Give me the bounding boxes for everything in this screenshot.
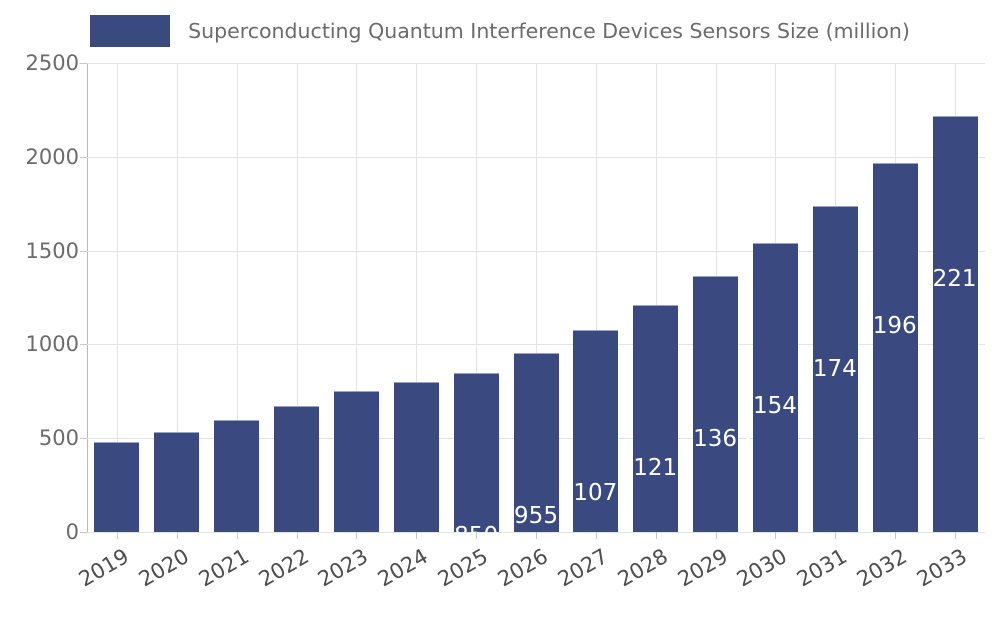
bar[interactable]: [872, 163, 918, 532]
bar[interactable]: [693, 275, 739, 532]
chart-legend: Superconducting Quantum Interference Dev…: [0, 14, 1000, 48]
y-axis-tick-label: 500: [38, 426, 79, 451]
x-axis-tick-mark: [356, 532, 357, 539]
bar[interactable]: [752, 243, 798, 532]
x-axis-tick-mark: [237, 532, 238, 539]
y-axis-tick-label: 0: [65, 520, 79, 544]
x-axis-tick-mark: [955, 532, 956, 539]
x-axis-tick-mark: [297, 532, 298, 539]
gridline-vertical: [297, 63, 298, 532]
x-axis-tick-mark: [536, 532, 537, 539]
bar-value-label: 955: [514, 502, 558, 529]
y-axis-tick-label: 1500: [25, 238, 79, 263]
bar[interactable]: [94, 441, 140, 532]
bar[interactable]: [573, 330, 619, 532]
bar-value-label: 670: [274, 556, 319, 583]
gridline-vertical: [117, 63, 118, 532]
x-axis-tick-mark: [775, 532, 776, 539]
legend-label: Superconducting Quantum Interference Dev…: [188, 19, 910, 43]
x-axis-tick-mark: [177, 532, 178, 539]
gridline-vertical: [476, 63, 477, 532]
bar[interactable]: [333, 391, 379, 532]
x-axis-tick-mark: [895, 532, 896, 539]
bar-value-label: 1740: [812, 355, 872, 382]
bar-value-label: 800: [394, 531, 439, 558]
bar-value-label: 2215: [932, 266, 992, 293]
x-axis-tick-mark: [117, 532, 118, 539]
x-axis-tick-mark: [716, 532, 717, 539]
y-axis-tick-mark: [80, 156, 87, 158]
bar[interactable]: [633, 305, 679, 532]
x-axis-tick-mark: [476, 532, 477, 539]
y-axis-tick-label: 2500: [25, 51, 79, 75]
gridline-vertical: [356, 63, 357, 532]
x-axis-tick-mark: [835, 532, 836, 539]
y-axis-tick-mark: [80, 532, 87, 533]
bar[interactable]: [393, 381, 439, 532]
bar-value-label: 1210: [633, 455, 692, 481]
bar[interactable]: [812, 205, 858, 532]
bar[interactable]: [932, 116, 978, 532]
bar-value-label: 1075: [573, 480, 632, 507]
x-axis-tick-mark: [596, 532, 597, 539]
bar-value-label: 598: [214, 569, 259, 596]
bar[interactable]: [154, 431, 200, 532]
gridline-vertical: [416, 63, 417, 532]
y-axis-line: [87, 63, 88, 532]
bar-value-label: 750: [334, 541, 379, 568]
y-axis-tick-mark: [80, 63, 87, 64]
y-axis-tick-mark: [80, 344, 87, 346]
bar-value-label: 1540: [752, 393, 812, 420]
y-axis-tick-labels: 0 500 1000 1500 2000 2500: [0, 0, 87, 600]
legend-color-swatch: [90, 15, 171, 47]
gridline-vertical: [656, 63, 657, 532]
bar[interactable]: [274, 406, 320, 532]
bar[interactable]: [453, 372, 499, 532]
bar[interactable]: [214, 419, 260, 532]
bar-value-label: 1965: [872, 313, 932, 340]
bar[interactable]: [513, 352, 559, 532]
y-axis-tick-label: 1000: [25, 332, 79, 357]
y-axis-tick-label: 2000: [25, 144, 79, 169]
y-axis-tick-mark: [80, 438, 87, 440]
gridline-vertical: [596, 63, 597, 532]
bar-value-label: 1365: [693, 425, 752, 452]
plot-area: 480 535 598 670 750 800 850 955 1075 1210 1365 1540…: [87, 63, 992, 616]
gridline-vertical: [237, 63, 238, 532]
gridline-vertical: [536, 63, 537, 532]
y-axis-tick-mark: [80, 250, 87, 252]
x-axis-tick-mark: [656, 532, 657, 539]
gridline-vertical: [177, 63, 178, 532]
x-axis-tick-mark: [416, 532, 417, 539]
